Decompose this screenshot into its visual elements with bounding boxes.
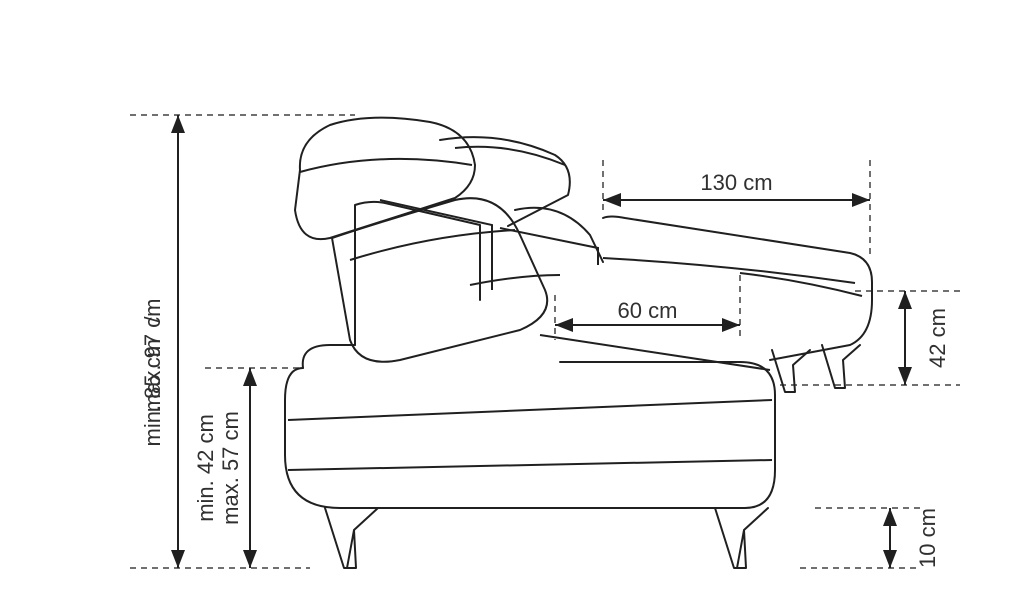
sofa-back-layer2	[500, 228, 598, 265]
sofa-base-seam2	[288, 460, 772, 470]
sofa-leg	[715, 508, 768, 568]
label-42: 42 cm	[925, 308, 950, 368]
sofa-arm-top	[303, 345, 355, 368]
sofa-base-outline	[285, 362, 775, 508]
label-10: 10 cm	[915, 508, 940, 568]
sofa-base-seam1	[288, 400, 772, 420]
sofa-headrest-seam	[300, 159, 472, 172]
label-130: 130 cm	[700, 170, 772, 195]
sofa-leg	[325, 508, 378, 568]
sofa-leg-rear	[822, 345, 860, 388]
sofa-seat-top-seam	[540, 335, 770, 370]
sofa-leg-edge	[347, 530, 354, 568]
label-seat-height-max: max. 57 cm	[218, 411, 243, 525]
label-seat-height-min: min. 42 cm	[193, 414, 218, 522]
sofa-back-cushion-seam	[350, 230, 515, 260]
sofa-leg-edge	[737, 530, 744, 568]
label-60: 60 cm	[618, 298, 678, 323]
sofa-chaise-seam1	[603, 258, 855, 283]
sofa-back-cushion-rear-seam	[470, 275, 560, 285]
sofa-back-layer	[380, 200, 492, 290]
label-total-height-max: max. 97 cm	[140, 299, 165, 413]
